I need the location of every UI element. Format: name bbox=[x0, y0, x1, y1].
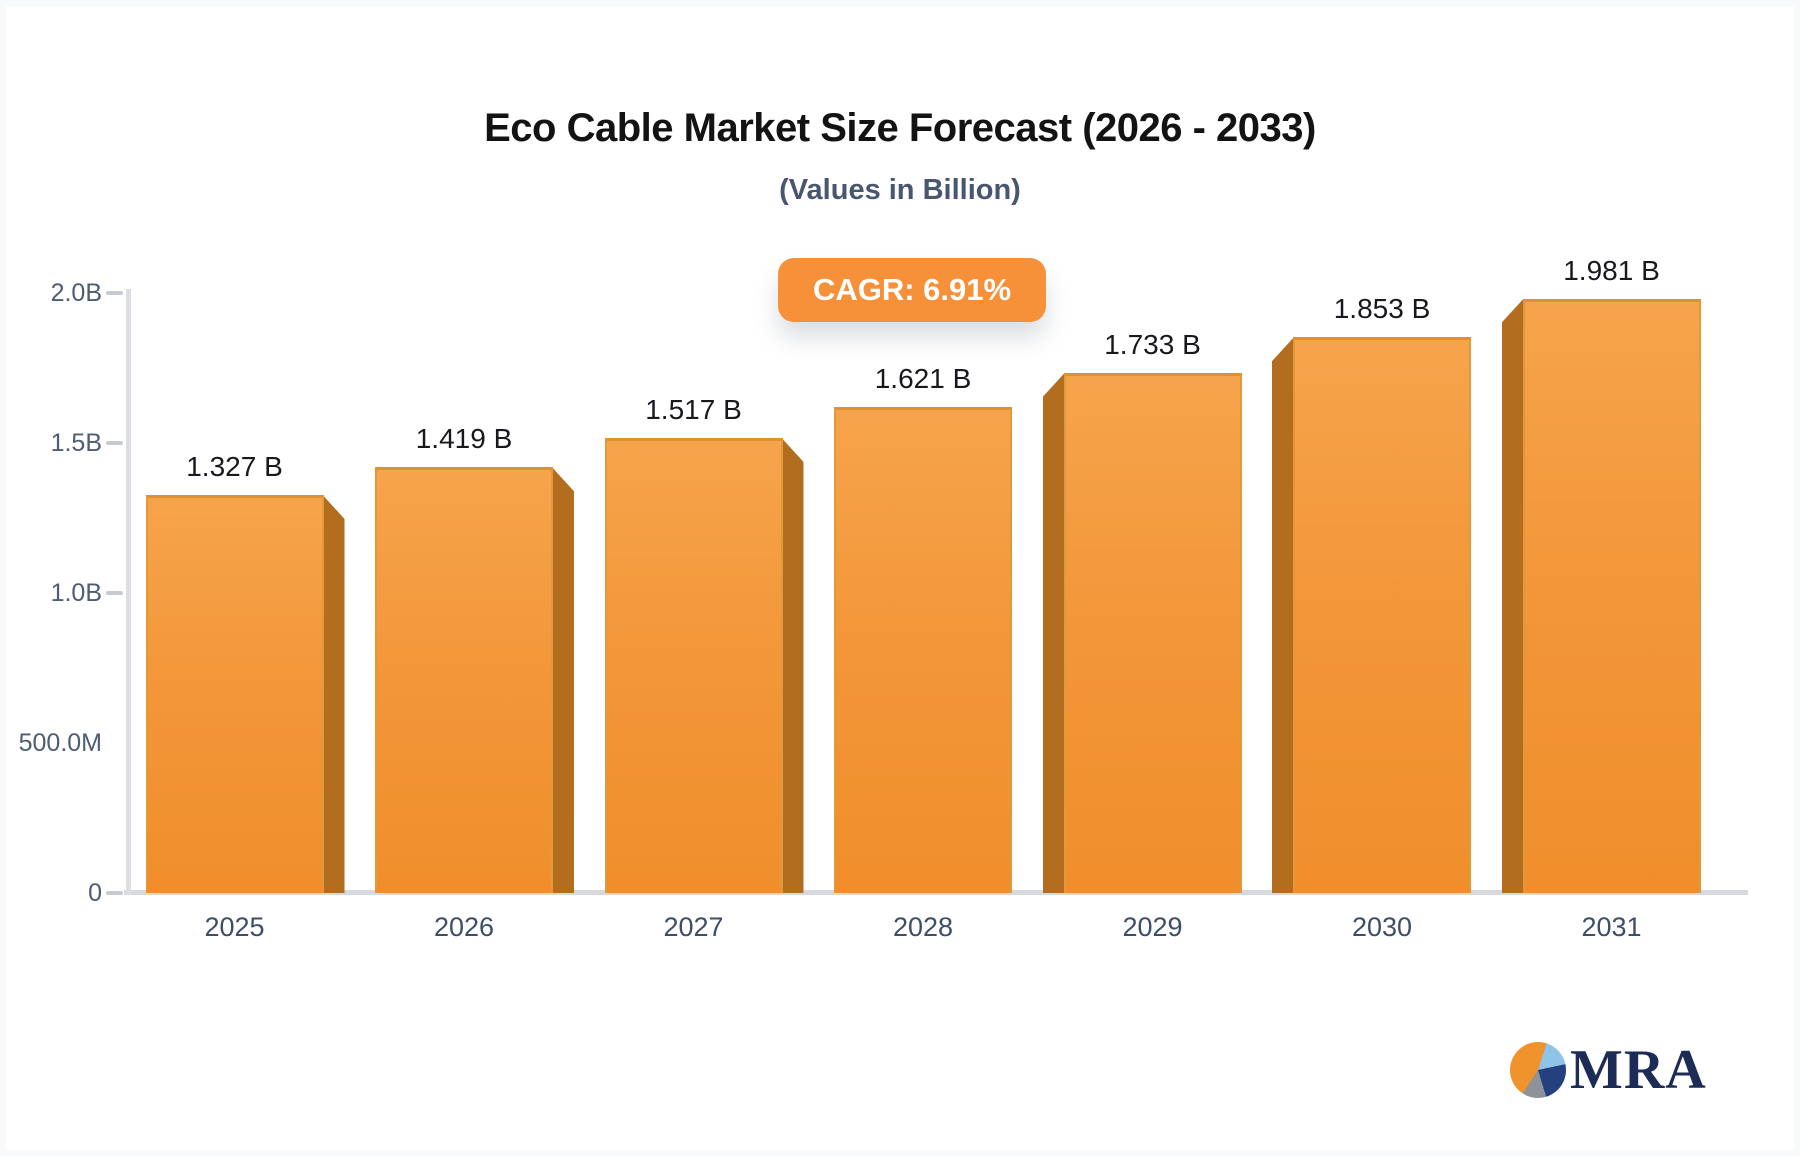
cagr-badge: CAGR: 6.91% bbox=[778, 258, 1046, 322]
y-axis-tick bbox=[106, 891, 123, 895]
chart-subtitle: (Values in Billion) bbox=[779, 174, 1021, 206]
bar-2027 bbox=[604, 437, 783, 893]
chart-title: Eco Cable Market Size Forecast (2026 - 2… bbox=[484, 106, 1316, 150]
y-axis-tick bbox=[106, 291, 123, 295]
y-axis-label: 1.0B bbox=[50, 579, 102, 607]
bar-value-label: 1.327 B bbox=[186, 450, 283, 482]
bar-3d-side-face bbox=[552, 467, 574, 893]
pie-chart-icon bbox=[1510, 1042, 1566, 1098]
x-axis-label: 2029 bbox=[1122, 912, 1183, 942]
bar-3d-side-face bbox=[1272, 337, 1294, 893]
bar-3d-side-face bbox=[1501, 298, 1524, 893]
bar-2025 bbox=[145, 494, 324, 893]
brand-logo-text: MRA bbox=[1570, 1039, 1707, 1101]
y-axis-label: 500.0M bbox=[18, 729, 102, 757]
x-axis-label: 2026 bbox=[433, 912, 495, 942]
x-axis-label: 2025 bbox=[204, 912, 265, 942]
x-axis-label: 2027 bbox=[663, 912, 724, 942]
y-axis-line bbox=[126, 289, 131, 895]
bar-value-label: 1.517 B bbox=[645, 393, 742, 425]
bar-2029 bbox=[1063, 373, 1242, 893]
bar-value-label: 1.733 B bbox=[1104, 329, 1201, 361]
bar-2031 bbox=[1522, 298, 1701, 893]
x-axis-label: 2028 bbox=[892, 912, 954, 942]
bar-2026 bbox=[375, 467, 553, 893]
bar-2030 bbox=[1293, 337, 1471, 893]
y-axis-tick bbox=[106, 441, 123, 445]
bar-chart-plot-area: 2.0B 1.5B 1.0B 500.0M 0 1.327 B 2025 1.419 B 202… bbox=[6, 6, 1794, 1150]
x-axis-label: 2030 bbox=[1351, 912, 1413, 942]
brand-logo: MRA bbox=[1510, 1042, 1707, 1098]
y-axis-tick bbox=[106, 591, 123, 595]
y-axis-label: 0 bbox=[88, 879, 102, 907]
bar-value-label: 1.419 B bbox=[415, 423, 513, 455]
bar-value-label: 1.621 B bbox=[874, 362, 972, 394]
bar-3d-side-face bbox=[322, 494, 345, 893]
bar-2028 bbox=[834, 406, 1012, 893]
y-axis-label: 2.0B bbox=[50, 279, 102, 307]
bar-3d-side-face bbox=[1042, 373, 1065, 893]
bar-value-label: 1.981 B bbox=[1563, 254, 1660, 286]
bar-value-label: 1.853 B bbox=[1333, 293, 1431, 325]
x-axis-label: 2031 bbox=[1581, 912, 1642, 942]
bar-3d-side-face bbox=[781, 437, 804, 893]
y-axis-label: 1.5B bbox=[50, 429, 102, 457]
